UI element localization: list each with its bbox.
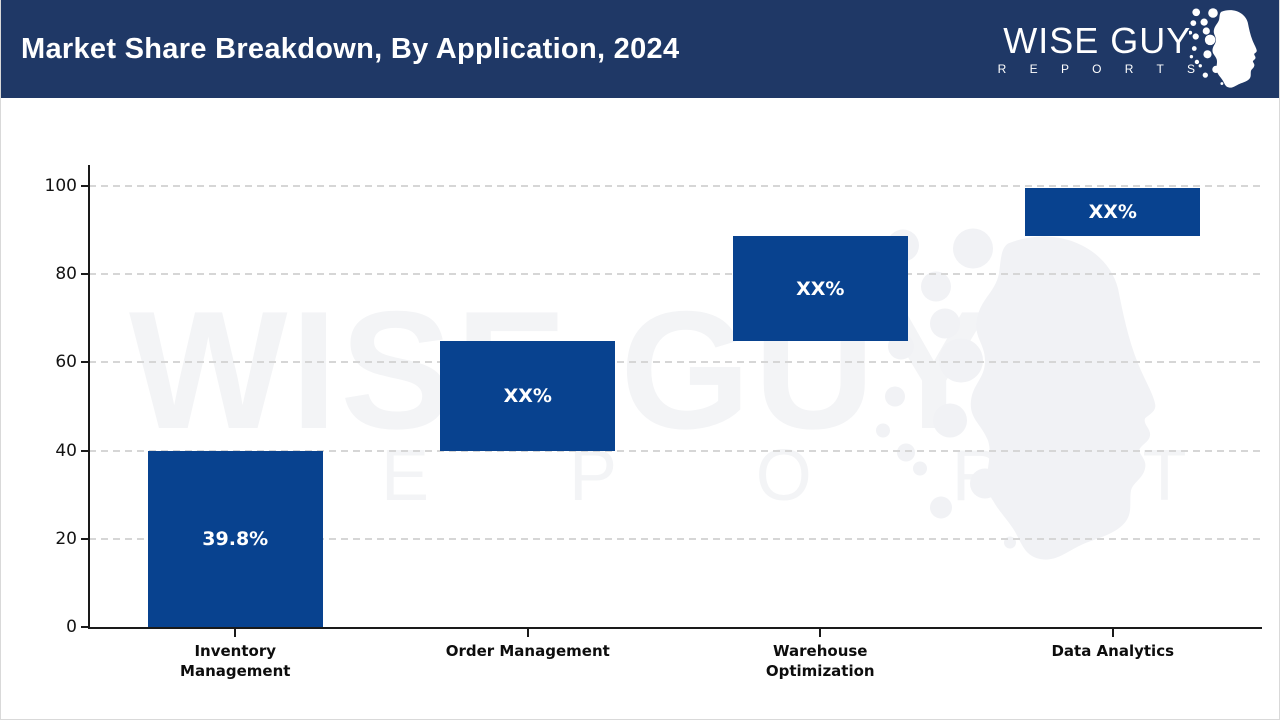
y-tick-label: 60 [55, 352, 77, 373]
y-tick-mark [81, 626, 89, 628]
gridline [89, 185, 1263, 187]
brand-logo-text: WISE GUY R E P O R T S [990, 19, 1205, 76]
x-tick-mark [234, 629, 237, 637]
y-tick-mark [81, 273, 89, 276]
category-label: Warehouse Optimization [765, 642, 875, 680]
gridline [89, 273, 1263, 276]
bar-segment: XX% [732, 235, 908, 342]
y-axis-line [88, 165, 90, 629]
watermark-head-icon [873, 228, 1156, 560]
category-label: Inventory Management [180, 642, 291, 680]
y-tick-label: 40 [55, 440, 77, 461]
category-label: Data Analytics [1051, 642, 1175, 660]
bar-value-label: XX% [1088, 200, 1137, 223]
bar-value-label: 39.8% [202, 528, 269, 551]
y-tick-label: 0 [66, 617, 77, 637]
y-tick-label: 80 [55, 264, 77, 285]
bar-value-label: XX% [503, 385, 552, 408]
x-tick-mark [526, 629, 529, 637]
bar-segment: 39.8% [147, 451, 323, 627]
y-tick-mark [81, 361, 89, 364]
x-tick-mark [1111, 629, 1114, 637]
y-tick-mark [81, 185, 89, 187]
gridline [89, 361, 1263, 364]
x-tick-mark [819, 629, 822, 637]
y-tick-label: 20 [55, 528, 77, 549]
header-bar: Market Share Breakdown, By Application, … [1, 0, 1279, 98]
brand-logo-name: WISE GUY [1003, 19, 1192, 61]
bar-segment: XX% [440, 341, 616, 452]
page-title: Market Share Breakdown, By Application, … [21, 32, 680, 65]
brand-logo-subtitle: R E P O R T S [997, 61, 1205, 76]
x-axis-line [88, 627, 1262, 629]
y-tick-mark [81, 449, 89, 452]
bar-value-label: XX% [796, 277, 845, 300]
y-tick-mark [81, 537, 89, 540]
bar-segment: XX% [1025, 187, 1201, 236]
brand-logo-head-icon [1189, 8, 1257, 88]
gridline [89, 449, 1263, 452]
gridline [89, 537, 1263, 540]
category-label: Order Management [445, 642, 610, 660]
brand-logo: WISE GUY R E P O R T S [990, 8, 1261, 90]
y-tick-label: 100 [44, 176, 77, 196]
